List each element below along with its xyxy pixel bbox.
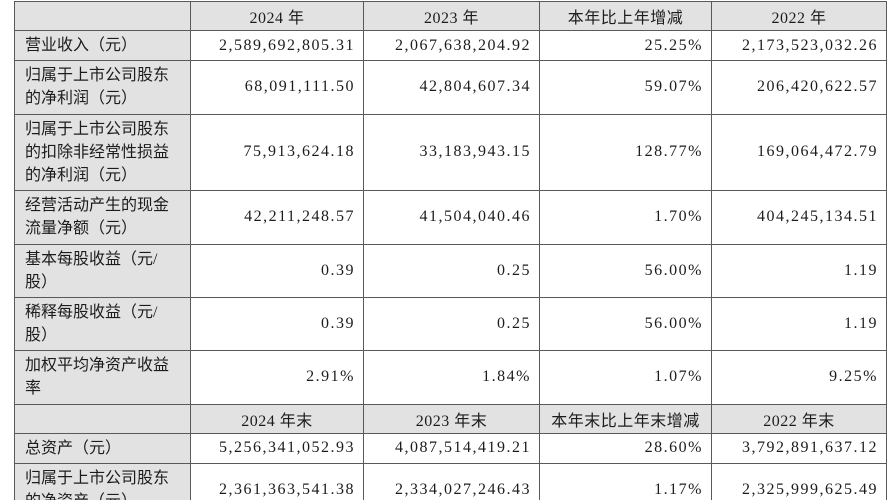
value-cell: 169,064,472.79 bbox=[711, 113, 887, 192]
value-cell: 2.91% bbox=[190, 350, 364, 405]
row-label: 基本每股收益（元/股） bbox=[14, 243, 191, 298]
value-cell: 9.25% bbox=[711, 350, 887, 405]
value-cell: 0.39 bbox=[190, 296, 364, 352]
row-label: 稀释每股收益（元/股） bbox=[14, 296, 191, 352]
table-row-net-profit: 归属于上市公司股东的净利润（元） 68,091,111.50 42,804,60… bbox=[14, 60, 887, 115]
value-cell: 2,067,638,204.92 bbox=[363, 29, 540, 62]
row-label: 总资产（元） bbox=[14, 432, 191, 464]
value-cell: 3,792,891,637.12 bbox=[711, 432, 887, 464]
value-cell: 206,420,622.57 bbox=[711, 60, 887, 115]
row-label: 归属于上市公司股东的净资产（元） bbox=[14, 462, 191, 500]
period-end-header-row: 2024 年末 2023 年末 本年末比上年末增减 2022 年末 bbox=[14, 403, 887, 434]
value-cell: 2,325,999,625.49 bbox=[711, 462, 887, 500]
value-cell: 0.25 bbox=[363, 296, 540, 352]
value-cell: 1.70% bbox=[539, 190, 712, 245]
header-end-yoy-change: 本年末比上年末增减 bbox=[539, 403, 712, 434]
row-label: 加权平均净资产收益率 bbox=[14, 350, 191, 405]
row-label: 归属于上市公司股东的净利润（元） bbox=[14, 60, 191, 115]
table-row-deducted-net-profit: 归属于上市公司股东的扣除非经常性损益的净利润（元） 75,913,624.18 … bbox=[14, 113, 887, 192]
row-label: 营业收入（元） bbox=[14, 29, 191, 62]
value-cell: 41,504,040.46 bbox=[363, 190, 540, 245]
corner-cell-empty bbox=[14, 403, 191, 434]
row-label: 归属于上市公司股东的扣除非经常性损益的净利润（元） bbox=[14, 113, 191, 192]
header-2023: 2023 年 bbox=[363, 1, 540, 31]
value-cell: 42,804,607.34 bbox=[363, 60, 540, 115]
value-cell: 2,334,027,246.43 bbox=[363, 462, 540, 500]
value-cell: 5,256,341,052.93 bbox=[190, 432, 364, 464]
table-row-weighted-avg-roe: 加权平均净资产收益率 2.91% 1.84% 1.07% 9.25% bbox=[14, 350, 887, 405]
table-row-operating-cash-flow: 经营活动产生的现金流量净额（元） 42,211,248.57 41,504,04… bbox=[14, 190, 887, 245]
table-row-diluted-eps: 稀释每股收益（元/股） 0.39 0.25 56.00% 1.19 bbox=[14, 296, 887, 352]
table-row-net-assets: 归属于上市公司股东的净资产（元） 2,361,363,541.38 2,334,… bbox=[14, 462, 887, 500]
value-cell: 56.00% bbox=[539, 296, 712, 352]
financial-summary: 2024 年 2023 年 本年比上年增减 2022 年 营业收入（元） 2,5… bbox=[14, 1, 892, 500]
value-cell: 0.25 bbox=[363, 243, 540, 298]
value-cell: 1.17% bbox=[539, 462, 712, 500]
header-2023-end: 2023 年末 bbox=[363, 403, 540, 434]
value-cell: 1.07% bbox=[539, 350, 712, 405]
value-cell: 28.60% bbox=[539, 432, 712, 464]
value-cell: 42,211,248.57 bbox=[190, 190, 364, 245]
header-2022: 2022 年 bbox=[711, 1, 887, 31]
value-cell: 68,091,111.50 bbox=[190, 60, 364, 115]
header-2024: 2024 年 bbox=[190, 1, 364, 31]
header-2022-end: 2022 年末 bbox=[711, 403, 887, 434]
value-cell: 4,087,514,419.21 bbox=[363, 432, 540, 464]
corner-cell-empty bbox=[14, 1, 191, 31]
row-label: 经营活动产生的现金流量净额（元） bbox=[14, 190, 191, 245]
value-cell: 404,245,134.51 bbox=[711, 190, 887, 245]
table-row-revenue: 营业收入（元） 2,589,692,805.31 2,067,638,204.9… bbox=[14, 29, 887, 62]
period-header-row: 2024 年 2023 年 本年比上年增减 2022 年 bbox=[14, 1, 887, 31]
value-cell: 33,183,943.15 bbox=[363, 113, 540, 192]
value-cell: 1.19 bbox=[711, 296, 887, 352]
value-cell: 25.25% bbox=[539, 29, 712, 62]
financial-summary-table: 2024 年 2023 年 本年比上年增减 2022 年 营业收入（元） 2,5… bbox=[14, 1, 887, 500]
value-cell: 1.19 bbox=[711, 243, 887, 298]
table-row-total-assets: 总资产（元） 5,256,341,052.93 4,087,514,419.21… bbox=[14, 432, 887, 464]
value-cell: 128.77% bbox=[539, 113, 712, 192]
value-cell: 2,173,523,032.26 bbox=[711, 29, 887, 62]
header-2024-end: 2024 年末 bbox=[190, 403, 364, 434]
value-cell: 0.39 bbox=[190, 243, 364, 298]
value-cell: 75,913,624.18 bbox=[190, 113, 364, 192]
header-yoy-change: 本年比上年增减 bbox=[539, 1, 712, 31]
value-cell: 2,589,692,805.31 bbox=[190, 29, 364, 62]
value-cell: 1.84% bbox=[363, 350, 540, 405]
value-cell: 56.00% bbox=[539, 243, 712, 298]
table-row-basic-eps: 基本每股收益（元/股） 0.39 0.25 56.00% 1.19 bbox=[14, 243, 887, 298]
value-cell: 2,361,363,541.38 bbox=[190, 462, 364, 500]
value-cell: 59.07% bbox=[539, 60, 712, 115]
